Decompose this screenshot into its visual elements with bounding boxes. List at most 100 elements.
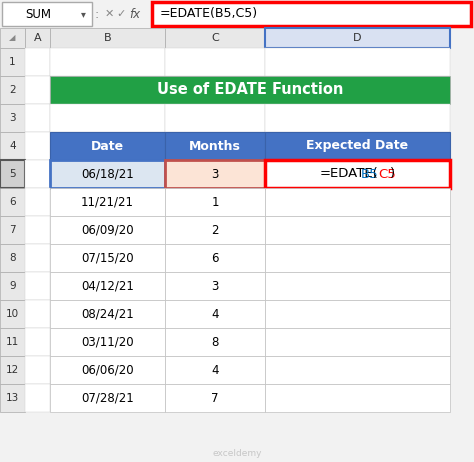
FancyBboxPatch shape — [25, 328, 50, 356]
FancyBboxPatch shape — [0, 244, 25, 272]
FancyBboxPatch shape — [165, 188, 265, 216]
FancyBboxPatch shape — [25, 188, 50, 216]
Text: 8: 8 — [211, 335, 219, 348]
FancyBboxPatch shape — [25, 384, 50, 412]
FancyBboxPatch shape — [165, 328, 265, 356]
FancyBboxPatch shape — [25, 272, 50, 300]
Text: 7: 7 — [9, 225, 16, 235]
Text: :: : — [95, 7, 99, 20]
FancyBboxPatch shape — [165, 160, 265, 188]
FancyBboxPatch shape — [25, 132, 50, 160]
Text: 06/09/20: 06/09/20 — [81, 224, 134, 237]
FancyBboxPatch shape — [0, 384, 25, 412]
FancyBboxPatch shape — [0, 188, 25, 216]
Text: =EDATE(B5,C5): =EDATE(B5,C5) — [160, 7, 258, 20]
FancyBboxPatch shape — [25, 216, 50, 244]
Text: 1: 1 — [9, 57, 16, 67]
Text: Use of EDATE Function: Use of EDATE Function — [157, 83, 343, 97]
Text: ✕: ✕ — [104, 9, 114, 19]
FancyBboxPatch shape — [265, 300, 450, 328]
Text: 1: 1 — [211, 195, 219, 208]
FancyBboxPatch shape — [0, 356, 25, 384]
Text: Months: Months — [189, 140, 241, 152]
Text: C: C — [211, 33, 219, 43]
Text: C5: C5 — [378, 168, 396, 181]
FancyBboxPatch shape — [265, 188, 450, 216]
FancyBboxPatch shape — [2, 2, 92, 26]
FancyBboxPatch shape — [0, 216, 25, 244]
FancyBboxPatch shape — [152, 2, 471, 26]
Text: 08/24/21: 08/24/21 — [81, 308, 134, 321]
Text: fx: fx — [129, 7, 141, 20]
FancyBboxPatch shape — [0, 48, 25, 76]
Text: exceldemy: exceldemy — [212, 450, 262, 458]
Text: ✓: ✓ — [116, 9, 126, 19]
Text: ): ) — [390, 168, 395, 181]
FancyBboxPatch shape — [0, 28, 25, 48]
FancyBboxPatch shape — [25, 28, 50, 48]
FancyBboxPatch shape — [50, 76, 450, 104]
Text: 9: 9 — [9, 281, 16, 291]
Text: B: B — [104, 33, 111, 43]
FancyBboxPatch shape — [265, 216, 450, 244]
Text: 10: 10 — [6, 309, 19, 319]
FancyBboxPatch shape — [50, 132, 165, 160]
FancyBboxPatch shape — [165, 132, 265, 160]
FancyBboxPatch shape — [265, 272, 450, 300]
FancyBboxPatch shape — [0, 328, 25, 356]
FancyBboxPatch shape — [265, 244, 450, 272]
Text: 4: 4 — [211, 364, 219, 377]
Text: 11: 11 — [6, 337, 19, 347]
FancyBboxPatch shape — [165, 48, 265, 76]
FancyBboxPatch shape — [50, 160, 165, 188]
Text: D: D — [353, 33, 362, 43]
FancyBboxPatch shape — [25, 104, 50, 132]
FancyBboxPatch shape — [50, 48, 165, 76]
FancyBboxPatch shape — [265, 28, 450, 48]
FancyBboxPatch shape — [265, 104, 450, 132]
Text: 03/11/20: 03/11/20 — [81, 335, 134, 348]
FancyBboxPatch shape — [0, 160, 25, 188]
Text: 6: 6 — [211, 251, 219, 265]
FancyBboxPatch shape — [165, 104, 265, 132]
Text: 07/28/21: 07/28/21 — [81, 391, 134, 405]
FancyBboxPatch shape — [0, 104, 25, 132]
Text: 07/15/20: 07/15/20 — [81, 251, 134, 265]
Text: ◢: ◢ — [9, 34, 16, 43]
FancyBboxPatch shape — [50, 28, 165, 48]
Text: 2: 2 — [9, 85, 16, 95]
FancyBboxPatch shape — [25, 160, 50, 188]
FancyBboxPatch shape — [165, 216, 265, 244]
Text: 04/12/21: 04/12/21 — [81, 280, 134, 292]
FancyBboxPatch shape — [50, 104, 165, 132]
FancyBboxPatch shape — [25, 300, 50, 328]
Text: 3: 3 — [211, 168, 219, 181]
Text: 06/06/20: 06/06/20 — [81, 364, 134, 377]
Text: 3: 3 — [211, 280, 219, 292]
Text: 8: 8 — [9, 253, 16, 263]
Text: A: A — [34, 33, 41, 43]
FancyBboxPatch shape — [25, 48, 50, 76]
FancyBboxPatch shape — [50, 216, 165, 244]
Text: 6: 6 — [9, 197, 16, 207]
FancyBboxPatch shape — [25, 76, 50, 104]
FancyBboxPatch shape — [50, 384, 165, 412]
FancyBboxPatch shape — [0, 132, 25, 160]
Text: SUM: SUM — [25, 7, 51, 20]
Text: ,: , — [372, 168, 376, 181]
Text: 5: 5 — [9, 169, 16, 179]
FancyBboxPatch shape — [165, 244, 265, 272]
Text: ▾: ▾ — [81, 9, 85, 19]
FancyBboxPatch shape — [265, 48, 450, 76]
FancyBboxPatch shape — [265, 132, 450, 160]
FancyBboxPatch shape — [25, 356, 50, 384]
FancyBboxPatch shape — [165, 28, 265, 48]
FancyBboxPatch shape — [0, 272, 25, 300]
FancyBboxPatch shape — [0, 300, 25, 328]
FancyBboxPatch shape — [165, 272, 265, 300]
Text: Expected Date: Expected Date — [306, 140, 409, 152]
Text: 4: 4 — [9, 141, 16, 151]
FancyBboxPatch shape — [265, 384, 450, 412]
Text: Date: Date — [91, 140, 124, 152]
Text: 13: 13 — [6, 393, 19, 403]
